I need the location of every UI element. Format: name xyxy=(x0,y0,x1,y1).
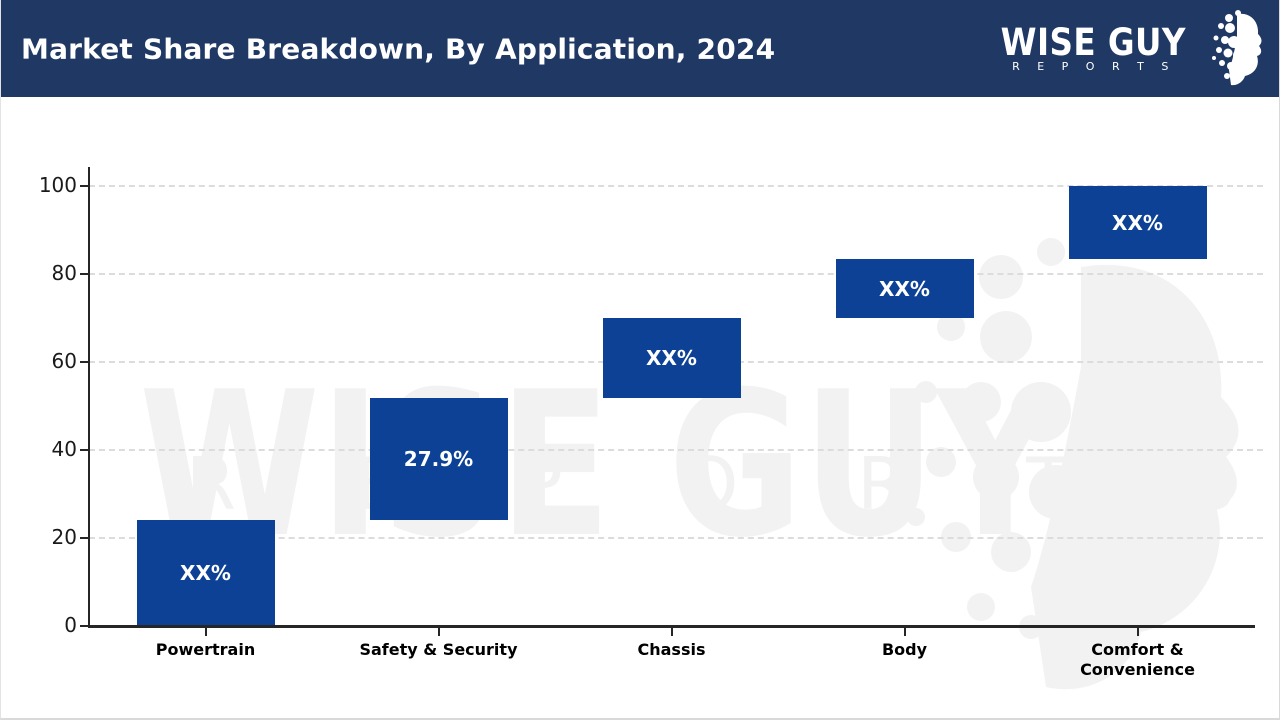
x-category-label-powertrain: Powertrain xyxy=(155,640,256,659)
y-tick-label-60: 60 xyxy=(51,349,77,373)
bar-value-label: XX% xyxy=(879,276,930,301)
bar-comfort-convenience: XX% xyxy=(1068,186,1207,260)
y-tick-mark xyxy=(80,185,88,187)
gridline-40 xyxy=(89,449,1263,451)
watermark-wordmark: WISE GUY xyxy=(139,349,1055,582)
x-category-label-safety-security: Safety & Security xyxy=(359,640,518,659)
bar-value-label: 27.9% xyxy=(403,447,474,471)
x-category-label-comfort-convenience: Comfort & Convenience xyxy=(1080,640,1195,679)
x-category-label-chassis: Chassis xyxy=(637,640,706,659)
chart-area: WISE GUY R E P O R T S 0 20 40 60 80 100 XX% 2… xyxy=(1,97,1279,718)
logo-head-icon xyxy=(1212,10,1262,86)
x-axis-line xyxy=(88,625,1255,628)
bar-value-label: XX% xyxy=(180,561,231,586)
y-tick-label-0: 0 xyxy=(64,613,77,637)
header: Market Share Breakdown, By Application, … xyxy=(1,0,1279,97)
x-tick-mark xyxy=(204,628,207,636)
y-tick-label-100: 100 xyxy=(38,173,77,197)
logo-wordmark-text: WISE GUY xyxy=(1001,20,1187,64)
y-tick-mark xyxy=(80,625,88,627)
y-axis-line xyxy=(88,167,90,627)
y-tick-label-40: 40 xyxy=(51,437,77,461)
bar-value-label: XX% xyxy=(1112,210,1163,235)
bar-chassis: XX% xyxy=(602,318,741,398)
x-tick-mark xyxy=(903,628,906,636)
wiseguy-logo: WISE GUY R E P O R T S xyxy=(988,8,1265,88)
x-tick-mark xyxy=(437,628,440,636)
bar-body: XX% xyxy=(835,259,974,319)
bar-safety-security: 27.9% xyxy=(369,397,508,521)
bar-value-label: XX% xyxy=(646,346,697,371)
gridline-20 xyxy=(89,537,1263,539)
y-tick-label-20: 20 xyxy=(51,525,77,549)
bar-powertrain: XX% xyxy=(136,520,275,626)
x-category-label-body: Body xyxy=(881,640,928,659)
x-tick-mark xyxy=(1136,628,1139,636)
y-tick-mark xyxy=(80,537,88,539)
page-title: Market Share Breakdown, By Application, … xyxy=(21,32,776,65)
y-tick-mark xyxy=(80,273,88,275)
gridline-80 xyxy=(89,273,1263,275)
y-tick-label-80: 80 xyxy=(51,261,77,285)
y-tick-mark xyxy=(80,449,88,451)
y-tick-mark xyxy=(80,361,88,363)
gridline-100 xyxy=(89,185,1263,187)
logo-subtext: R E P O R T S xyxy=(1012,60,1176,74)
logo-wordmark: WISE GUY R E P O R T S xyxy=(988,20,1199,74)
x-tick-mark xyxy=(670,628,673,636)
